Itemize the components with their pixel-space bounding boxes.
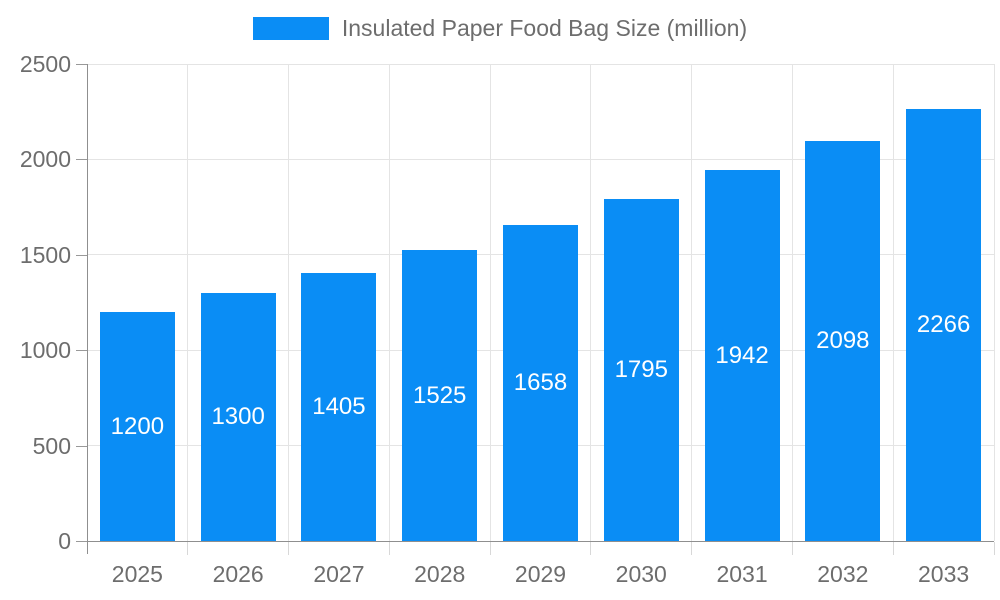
x-tick (691, 542, 693, 555)
gridline-vertical (691, 64, 693, 541)
bar[interactable] (503, 224, 578, 541)
x-tick (388, 542, 390, 555)
bar-value-label: 2098 (816, 326, 870, 354)
y-axis-label: 2500 (19, 51, 71, 77)
x-axis-label: 2033 (918, 561, 970, 587)
x-tick (892, 542, 894, 555)
gridline-vertical (187, 64, 189, 541)
x-axis-label: 2030 (615, 561, 667, 587)
x-axis-label: 2025 (111, 561, 163, 587)
gridline-horizontal (87, 158, 994, 160)
gridline-vertical (791, 64, 793, 541)
bar[interactable] (402, 250, 478, 541)
x-tick (791, 542, 793, 555)
x-axis-label: 2031 (716, 561, 768, 587)
legend-label: Insulated Paper Food Bag Size (million) (341, 15, 748, 41)
bar-value-label: 1795 (614, 355, 668, 383)
gridline-vertical (993, 64, 995, 541)
gridline-vertical (892, 64, 894, 541)
bar-value-label: 1525 (413, 381, 467, 409)
x-tick (590, 542, 592, 555)
y-tick (76, 350, 87, 352)
y-axis-label: 0 (58, 528, 71, 554)
y-axis-label: 500 (32, 432, 71, 459)
x-axis-line (76, 541, 994, 542)
x-axis-label: 2028 (414, 561, 466, 587)
legend: Insulated Paper Food Bag Size (million) (0, 14, 1000, 42)
y-axis-label: 1500 (19, 241, 71, 268)
gridline-vertical (590, 64, 592, 541)
gridline-vertical (388, 64, 390, 541)
x-axis-label: 2032 (817, 561, 869, 587)
y-tick (76, 254, 87, 256)
bar[interactable] (603, 198, 679, 541)
bar-value-label: 1300 (211, 402, 265, 430)
x-axis-label: 2027 (313, 561, 365, 587)
bar[interactable] (99, 312, 175, 541)
x-tick (187, 542, 189, 555)
gridline-horizontal (87, 63, 994, 65)
y-tick (76, 541, 87, 542)
y-tick (76, 159, 87, 161)
x-axis-label: 2026 (212, 561, 264, 587)
gridline-vertical (288, 64, 290, 541)
y-tick (76, 64, 87, 65)
legend-swatch (252, 16, 329, 40)
bar-value-label: 1200 (110, 412, 165, 440)
bar-value-label: 1942 (715, 341, 769, 369)
y-axis-label: 1000 (19, 337, 71, 364)
bar[interactable] (301, 272, 377, 541)
bar-value-label: 2266 (916, 310, 971, 338)
bar-value-label: 1658 (513, 368, 568, 396)
bar[interactable] (704, 170, 780, 541)
x-axis-label: 2029 (514, 561, 567, 587)
legend-item[interactable]: Insulated Paper Food Bag Size (million) (252, 14, 748, 42)
x-tick (288, 542, 290, 555)
y-axis-line (87, 64, 88, 554)
bar[interactable] (805, 140, 881, 541)
x-tick (489, 542, 491, 555)
x-tick (993, 542, 995, 555)
gridline-vertical (489, 64, 491, 541)
y-axis-label: 2000 (19, 146, 71, 173)
bar[interactable] (200, 292, 276, 541)
y-tick (76, 445, 87, 447)
bar-value-label: 1405 (312, 392, 366, 420)
bar[interactable] (906, 108, 982, 541)
